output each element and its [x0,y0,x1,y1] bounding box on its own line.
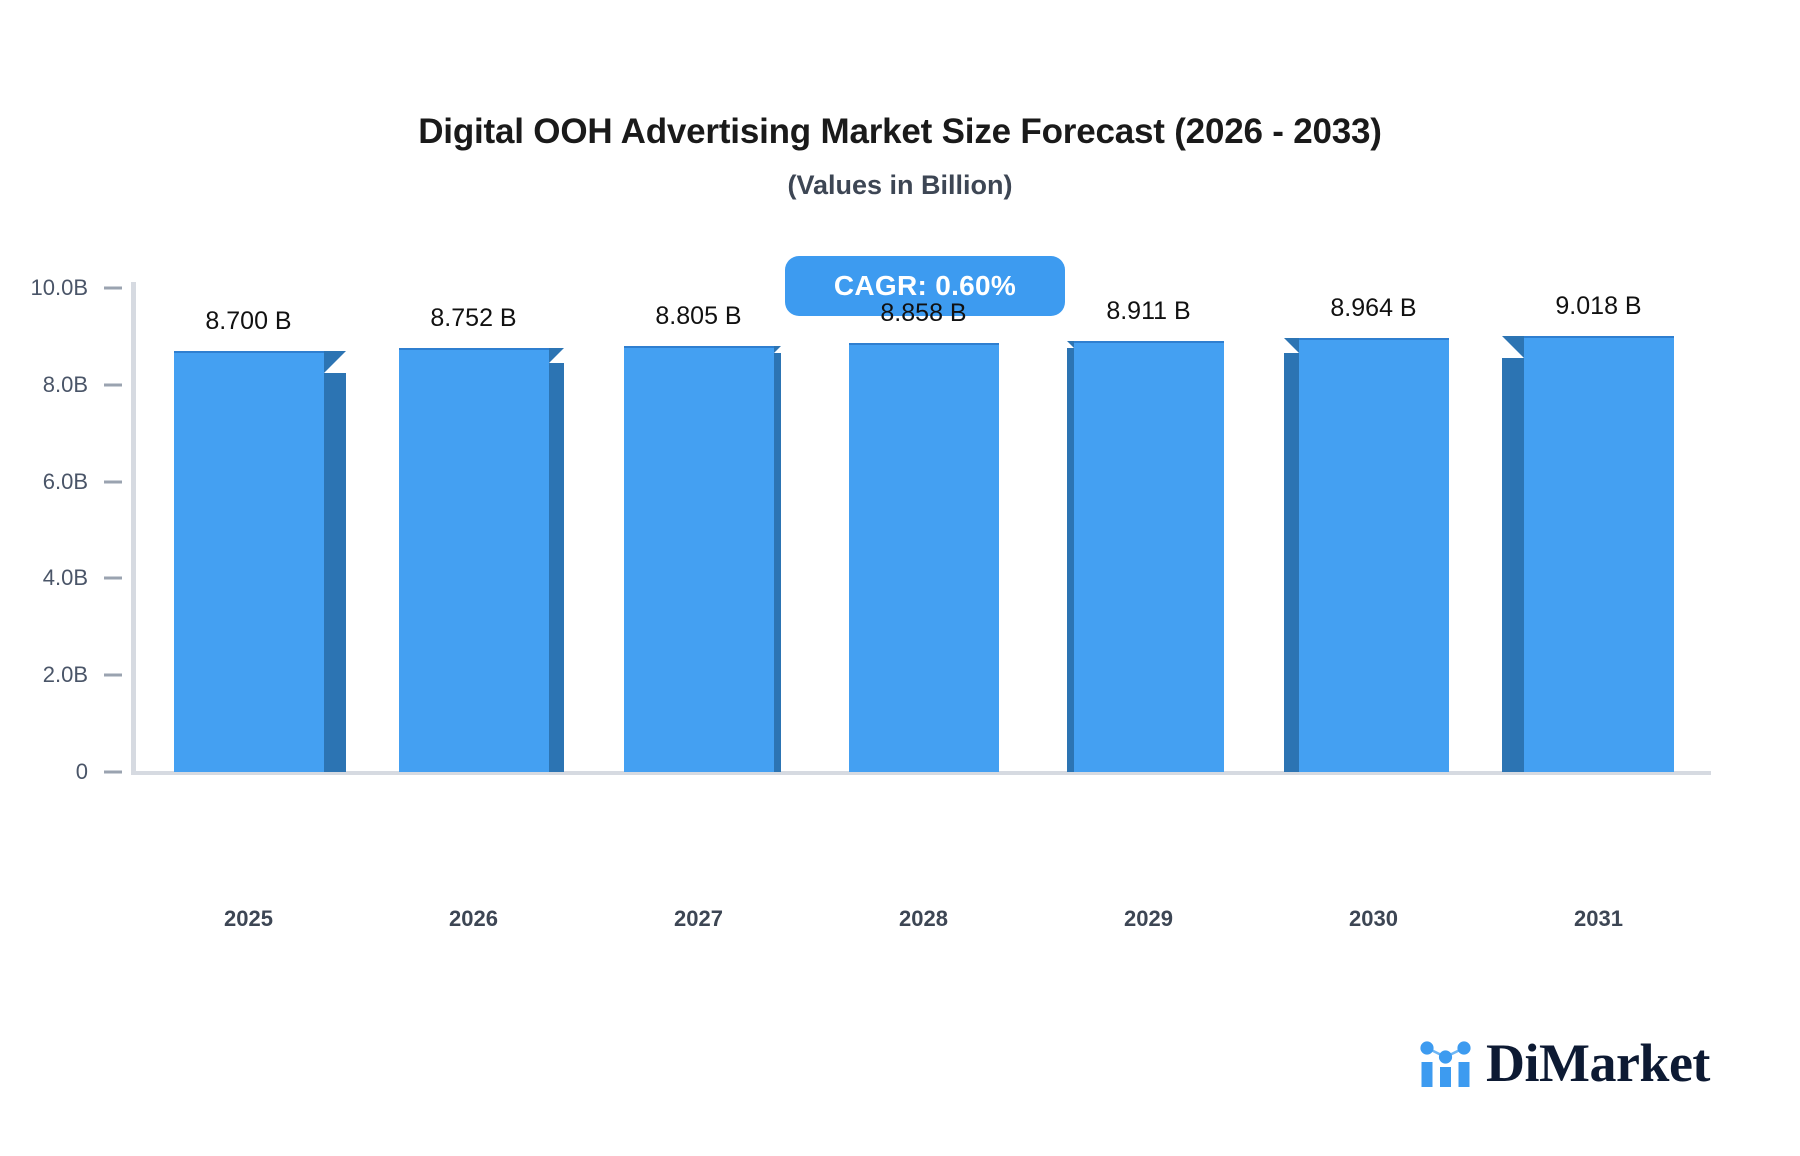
y-axis-tick-label: 0 [75,759,88,784]
y-axis-tick-label: 6.0B [42,468,88,494]
bar-side-face [548,363,564,772]
bar-value-label: 9.018 B [1555,291,1642,320]
bar-value-label: 8.700 B [205,306,292,335]
bar-column[interactable] [623,345,781,772]
bar-front-face [173,350,324,772]
bar-column[interactable] [173,350,346,772]
bar-top-bevel [323,350,346,373]
x-axis-tick-label: 2027 [674,906,723,931]
bar-front-face [1523,335,1674,772]
bar-top-bevel [1283,338,1299,354]
y-axis-tick-label: 8.0B [42,371,88,397]
x-axis-tick-label: 2025 [224,906,273,931]
bar-column[interactable] [1501,335,1674,772]
brand-name: DiMarket [1486,1033,1710,1093]
y-axis-tick-mark [104,286,122,290]
bar-side-face [773,352,781,772]
bar-front-face [1073,340,1224,772]
y-axis-tick-mark [104,480,122,484]
bar-column[interactable] [848,343,999,772]
bar-top-bevel [773,345,781,353]
brand-logo: DiMarket [1418,1036,1710,1090]
bar-value-label: 8.964 B [1330,294,1417,323]
bar-side-face [1501,357,1524,772]
bar-column[interactable] [1066,340,1224,772]
cagr-badge: CAGR: 0.60% [785,256,1065,316]
x-axis-tick-label: 2030 [1349,906,1398,931]
x-axis-tick-label: 2028 [899,906,948,931]
bar-side-face [323,372,346,772]
bar-top-bevel [548,348,564,364]
bar-value-label: 8.858 B [880,299,967,328]
bar-side-face [1283,353,1299,772]
bar-value-label: 8.752 B [430,304,517,333]
bar-front-face [398,348,549,772]
bar-top-bevel [1501,335,1524,358]
x-axis-tick-label: 2029 [1124,906,1173,931]
x-axis-line [131,771,1711,775]
y-axis-tick-label: 4.0B [42,565,88,591]
y-axis-tick-label: 10.0B [30,275,89,300]
y-axis-line [131,282,136,774]
y-axis-tick-mark [104,383,122,387]
y-axis-tick-label: 2.0B [42,662,88,688]
bar-top-bevel [1066,340,1074,348]
bar-front-face [1298,338,1449,772]
x-axis-tick-label: 2026 [449,906,498,931]
bar-column[interactable] [398,348,564,772]
bar-chart-dots-icon [1420,1041,1471,1087]
chart-subtitle: (Values in Billion) [787,170,1013,200]
bar-value-label: 8.805 B [655,301,742,330]
y-axis-tick-mark [104,770,122,774]
x-axis-tick-label: 2031 [1574,906,1623,931]
y-axis-tick-mark [104,673,122,677]
bar-front-face [848,343,999,772]
page-title: Digital OOH Advertising Market Size Fore… [418,112,1382,151]
bar-front-face [623,345,774,772]
bar-side-face [1066,347,1074,772]
bar-value-label: 8.911 B [1106,296,1191,325]
bar-column[interactable] [1283,338,1449,772]
y-axis-tick-mark [104,576,122,580]
